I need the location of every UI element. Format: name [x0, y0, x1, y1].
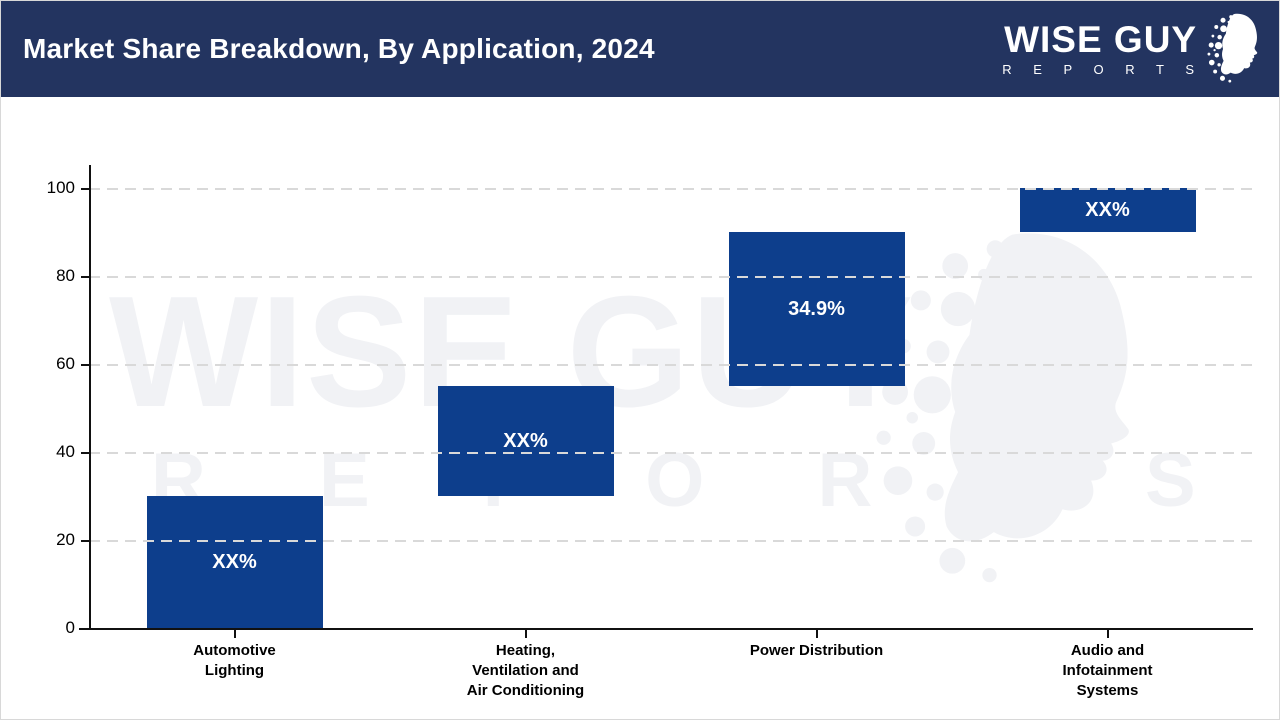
- bar-value-label: 34.9%: [788, 297, 845, 320]
- category-label-audio-and-infotainment-systems: Audio and Infotainment Systems: [978, 641, 1238, 701]
- category-label-line: Heating,: [495, 642, 556, 659]
- bar-value-label: XX%: [503, 429, 548, 452]
- gridline-20: [89, 540, 1253, 542]
- y-tick-label: 40: [56, 442, 75, 461]
- x-axis-line: [79, 628, 1253, 630]
- y-tick-mark: [81, 188, 89, 190]
- category-label-line: Automotive: [193, 642, 276, 659]
- brand-subtitle: R E P O R T S: [1002, 62, 1203, 77]
- x-tick-mark: [815, 630, 818, 638]
- category-label-line: Lighting: [204, 662, 265, 679]
- x-tick-mark: [1106, 630, 1109, 638]
- y-tick-mark: [81, 364, 89, 366]
- bar-value-label: XX%: [1085, 198, 1130, 221]
- gridline-40: [89, 452, 1253, 454]
- brand-logo: WISE GUY R E P O R T S: [998, 9, 1267, 89]
- gridline-60: [89, 364, 1253, 366]
- bar-power-distribution: 34.9%: [728, 232, 905, 386]
- x-tick-mark: [233, 630, 236, 638]
- watermark-head-icon: [876, 233, 1129, 583]
- brand-logo-text: WISE GUY R E P O R T S: [998, 21, 1203, 77]
- y-tick-mark: [81, 628, 89, 630]
- y-tick-label: 100: [46, 178, 75, 197]
- bar-heating-ventilation-and-air-conditioning: XX%: [437, 386, 614, 496]
- y-tick-mark: [81, 452, 89, 454]
- x-tick-mark: [524, 630, 527, 638]
- category-label-power-distribution: Power Distribution: [687, 641, 947, 661]
- category-label-line: Audio and: [1070, 642, 1145, 659]
- y-tick-label: 20: [56, 530, 75, 549]
- header-bar: Market Share Breakdown, By Application, …: [1, 1, 1279, 97]
- category-label-automotive-lighting: Automotive Lighting: [105, 641, 365, 681]
- category-label-line: Infotainment: [1062, 662, 1153, 679]
- category-label-line: Air Conditioning: [466, 682, 585, 699]
- bar-automotive-lighting: XX%: [146, 496, 323, 628]
- brand-head-icon: [1207, 13, 1258, 83]
- brand-name: WISE GUY: [1004, 19, 1198, 60]
- bar-value-label: XX%: [212, 550, 257, 573]
- category-label-line: Systems: [1076, 682, 1139, 699]
- category-label-line: Power Distribution: [749, 642, 884, 659]
- category-label-line: Ventilation and: [472, 662, 579, 679]
- y-tick-label: 80: [56, 266, 75, 285]
- bar-audio-and-infotainment-systems: XX%: [1019, 188, 1196, 232]
- y-tick-label: 0: [65, 618, 75, 637]
- y-tick-label: 60: [56, 354, 75, 373]
- y-axis-line: [89, 165, 91, 630]
- category-label-heating-ventilation-and-air-conditioning: Heating, Ventilation and Air Conditioning: [396, 641, 656, 701]
- y-tick-mark: [81, 540, 89, 542]
- page-title: Market Share Breakdown, By Application, …: [23, 33, 655, 64]
- gridline-100: [89, 188, 1253, 190]
- y-tick-mark: [81, 276, 89, 278]
- gridline-80: [89, 276, 1253, 278]
